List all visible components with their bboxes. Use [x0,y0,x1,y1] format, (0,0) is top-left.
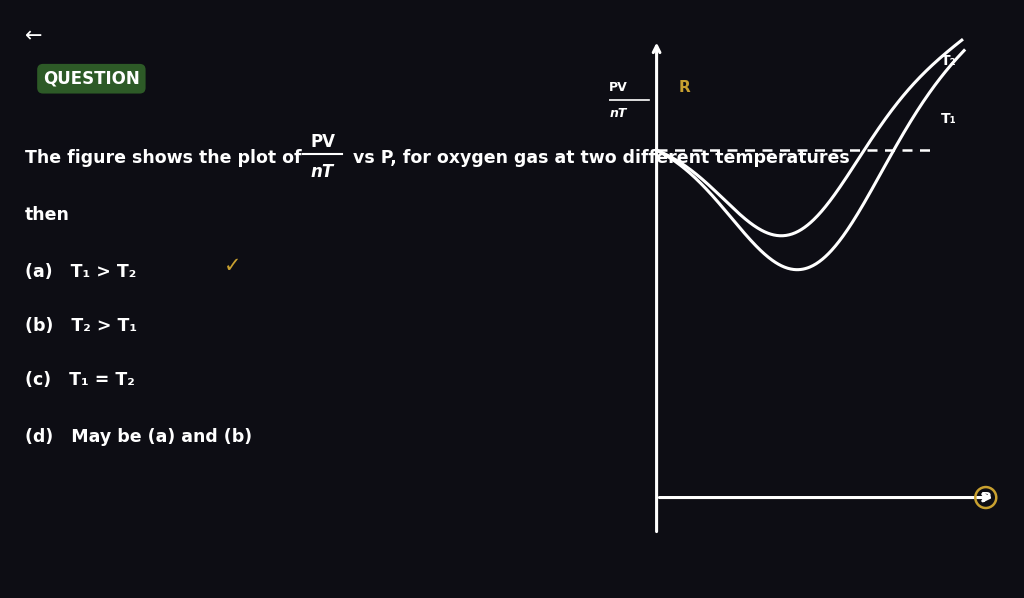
Text: (a)   T₁ > T₂: (a) T₁ > T₂ [25,263,136,281]
Text: (d)   May be (a) and (b): (d) May be (a) and (b) [25,428,252,446]
Text: PV: PV [609,81,628,93]
Text: P: P [981,490,991,505]
Text: PV: PV [310,133,335,151]
Text: (b)   T₂ > T₁: (b) T₂ > T₁ [25,317,136,335]
Text: QUESTION: QUESTION [43,70,139,88]
Text: nT: nT [609,107,627,120]
Text: vs P, for oxygen gas at two different temperatures: vs P, for oxygen gas at two different te… [353,150,850,167]
Text: T₂: T₂ [940,54,956,68]
Text: T₁: T₁ [940,112,956,126]
Text: (c)   T₁ = T₂: (c) T₁ = T₂ [25,371,134,389]
Text: ✓: ✓ [224,256,242,276]
Text: nT: nT [311,163,334,181]
Text: ←: ← [25,26,42,46]
Text: R: R [678,80,690,94]
Text: then: then [25,206,70,224]
Text: The figure shows the plot of: The figure shows the plot of [25,150,301,167]
